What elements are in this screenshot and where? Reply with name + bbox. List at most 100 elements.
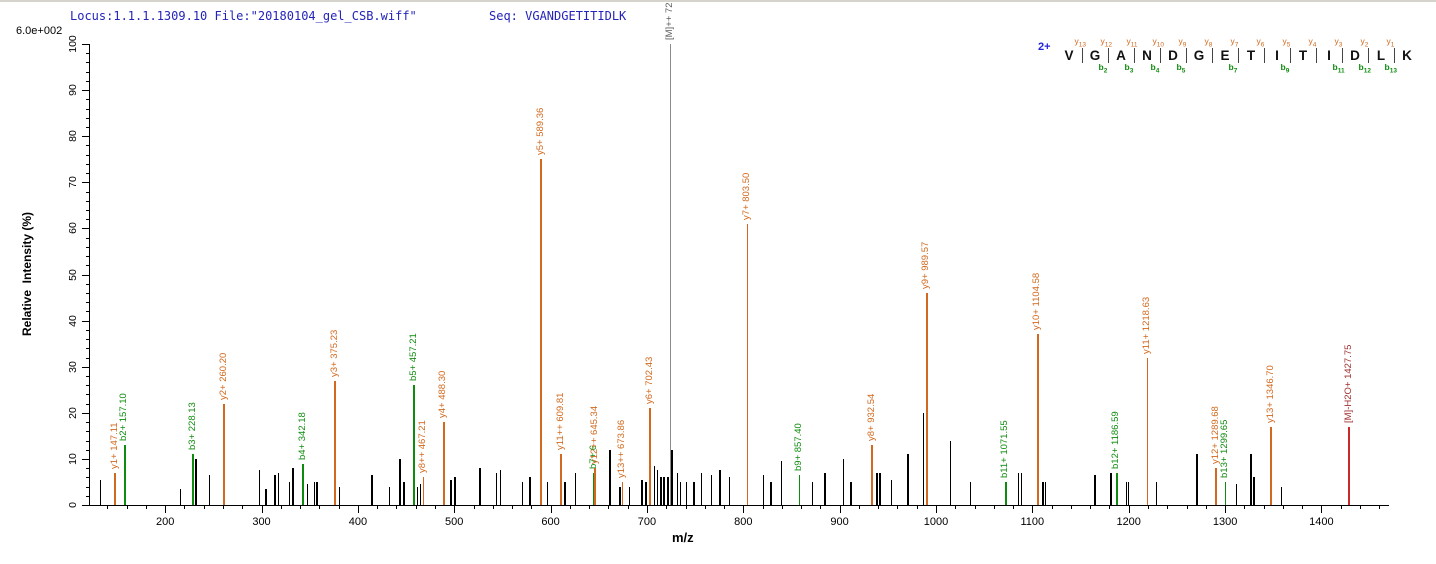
x-axis-tick <box>685 505 687 509</box>
x-axis-tick <box>184 505 186 509</box>
x-axis-tick <box>1148 505 1149 509</box>
y-axis-tick <box>86 62 90 64</box>
y-axis-tick <box>86 108 90 110</box>
spectrum-peak <box>871 445 873 505</box>
spectrum-peak <box>413 385 415 505</box>
x-axis-tick <box>1225 505 1227 513</box>
spectrum-peak <box>422 477 425 505</box>
spectrum-peak <box>499 470 502 505</box>
spectrum-peak <box>969 481 972 505</box>
x-axis-tick <box>801 505 803 509</box>
spectrum-peak <box>850 481 852 505</box>
y-tick-label: 0 <box>67 502 79 508</box>
x-axis-tick <box>434 505 436 509</box>
spectrum-peak <box>693 481 695 505</box>
y-axis-tick <box>86 200 90 202</box>
spectrum-peak <box>925 292 928 505</box>
b-ion-tag: b7 <box>1228 62 1238 75</box>
spectrum-peak <box>628 486 631 505</box>
spectrum-peak <box>223 403 225 505</box>
sequence-header-label: Seq: VGANDGETITIDLK <box>489 9 627 23</box>
spectrum-peak <box>798 475 801 505</box>
y-axis-tick <box>82 136 90 138</box>
peak-label: b4+ 342.18 <box>296 411 308 460</box>
peak-label: y11+ 1218.63 <box>1141 296 1153 354</box>
x-axis-tick <box>1167 505 1169 509</box>
spectrum-peak <box>313 481 316 505</box>
fragmentation-mark: y11 b3 <box>1125 36 1138 74</box>
spectrum-peak <box>495 472 498 505</box>
x-axis-tick <box>1051 505 1053 509</box>
x-axis-tick <box>820 505 822 509</box>
x-axis-tick <box>1090 505 1092 509</box>
x-axis-tick <box>454 505 456 513</box>
x-axis-tick <box>396 505 398 509</box>
spectrum-peak <box>1196 454 1198 505</box>
x-axis-tick <box>126 505 128 509</box>
spectrum-peak <box>1036 334 1039 505</box>
residue-letter: T <box>1246 48 1256 63</box>
x-axis-tick <box>608 505 610 509</box>
peak-label: y1+ 147.11 <box>108 422 120 469</box>
x-axis-tick <box>569 505 571 509</box>
spectrum-peak <box>770 481 772 505</box>
b-ion-tag: b2 <box>1098 62 1108 75</box>
y-ion-tag: y6 <box>1256 36 1265 49</box>
b-ion-tag: b4 <box>1150 62 1160 75</box>
y-axis-tick <box>86 154 90 156</box>
peak-label: y10+ 1104.58 <box>1031 273 1043 331</box>
x-axis-tick <box>531 505 533 509</box>
residue-letter: I <box>1327 48 1331 63</box>
peak-label: b5+ 457.21 <box>407 333 419 382</box>
x-axis-tick <box>762 505 764 509</box>
y-ion-tag: y1 <box>1386 36 1395 49</box>
x-axis-tick <box>589 505 591 509</box>
residue-letter: I <box>1275 48 1279 63</box>
spectrum-peak <box>479 468 481 505</box>
spectrum-peak <box>1270 426 1272 505</box>
spectrum-peak <box>419 484 422 505</box>
x-axis-tick <box>916 505 918 509</box>
y-tick-label: 50 <box>67 268 79 281</box>
y-axis-tick <box>86 422 90 423</box>
x-axis-tick <box>300 505 302 509</box>
x-axis-tick <box>223 505 224 509</box>
y-axis-tick <box>86 219 90 221</box>
spectrum-peak <box>949 440 952 505</box>
x-axis-tick <box>993 505 995 509</box>
peak-label: y7+ 803.50 <box>741 172 753 220</box>
spectrum-peak <box>1348 426 1350 505</box>
y-ion-tag: y7 <box>1230 36 1239 49</box>
y-axis-tick <box>86 163 90 165</box>
spectrum-peak <box>593 472 596 505</box>
spectrum-peak <box>274 475 276 505</box>
y-axis-tick <box>86 329 90 331</box>
spectrum-peak <box>842 458 845 505</box>
x-axis-title: m/z <box>672 530 694 545</box>
x-axis-tick <box>1379 505 1381 509</box>
spectrum-peak <box>334 380 336 505</box>
y-axis-tick <box>86 283 90 285</box>
intensity-scale-label: 6.0e+002 <box>16 25 63 37</box>
peak-label: y2+ 260.20 <box>217 352 229 400</box>
y-tick-label: 20 <box>67 406 79 419</box>
spectrum-peak <box>388 486 391 505</box>
spectrum-peak <box>1235 484 1238 505</box>
spectrum-peak <box>208 475 211 505</box>
x-axis-tick <box>1186 505 1188 509</box>
y-axis-tick <box>82 366 90 368</box>
x-axis-tick <box>1205 505 1207 509</box>
x-axis-tick <box>319 505 321 509</box>
x-axis-tick <box>550 505 552 513</box>
y-tick-label: 30 <box>67 360 79 373</box>
fragmentation-mark: y12 b2 <box>1099 36 1112 74</box>
charge-state-label: 2+ <box>1038 40 1051 53</box>
spectrum-peak <box>619 486 621 505</box>
spectrum-peak <box>780 461 783 505</box>
y-axis-tick <box>86 246 90 248</box>
spectrum-peak <box>306 484 309 505</box>
fragmentation-mark: y13 <box>1075 36 1086 63</box>
y-axis-tick <box>86 486 90 488</box>
x-tick-label: 700 <box>637 516 657 528</box>
spectrum-peak <box>879 472 881 505</box>
